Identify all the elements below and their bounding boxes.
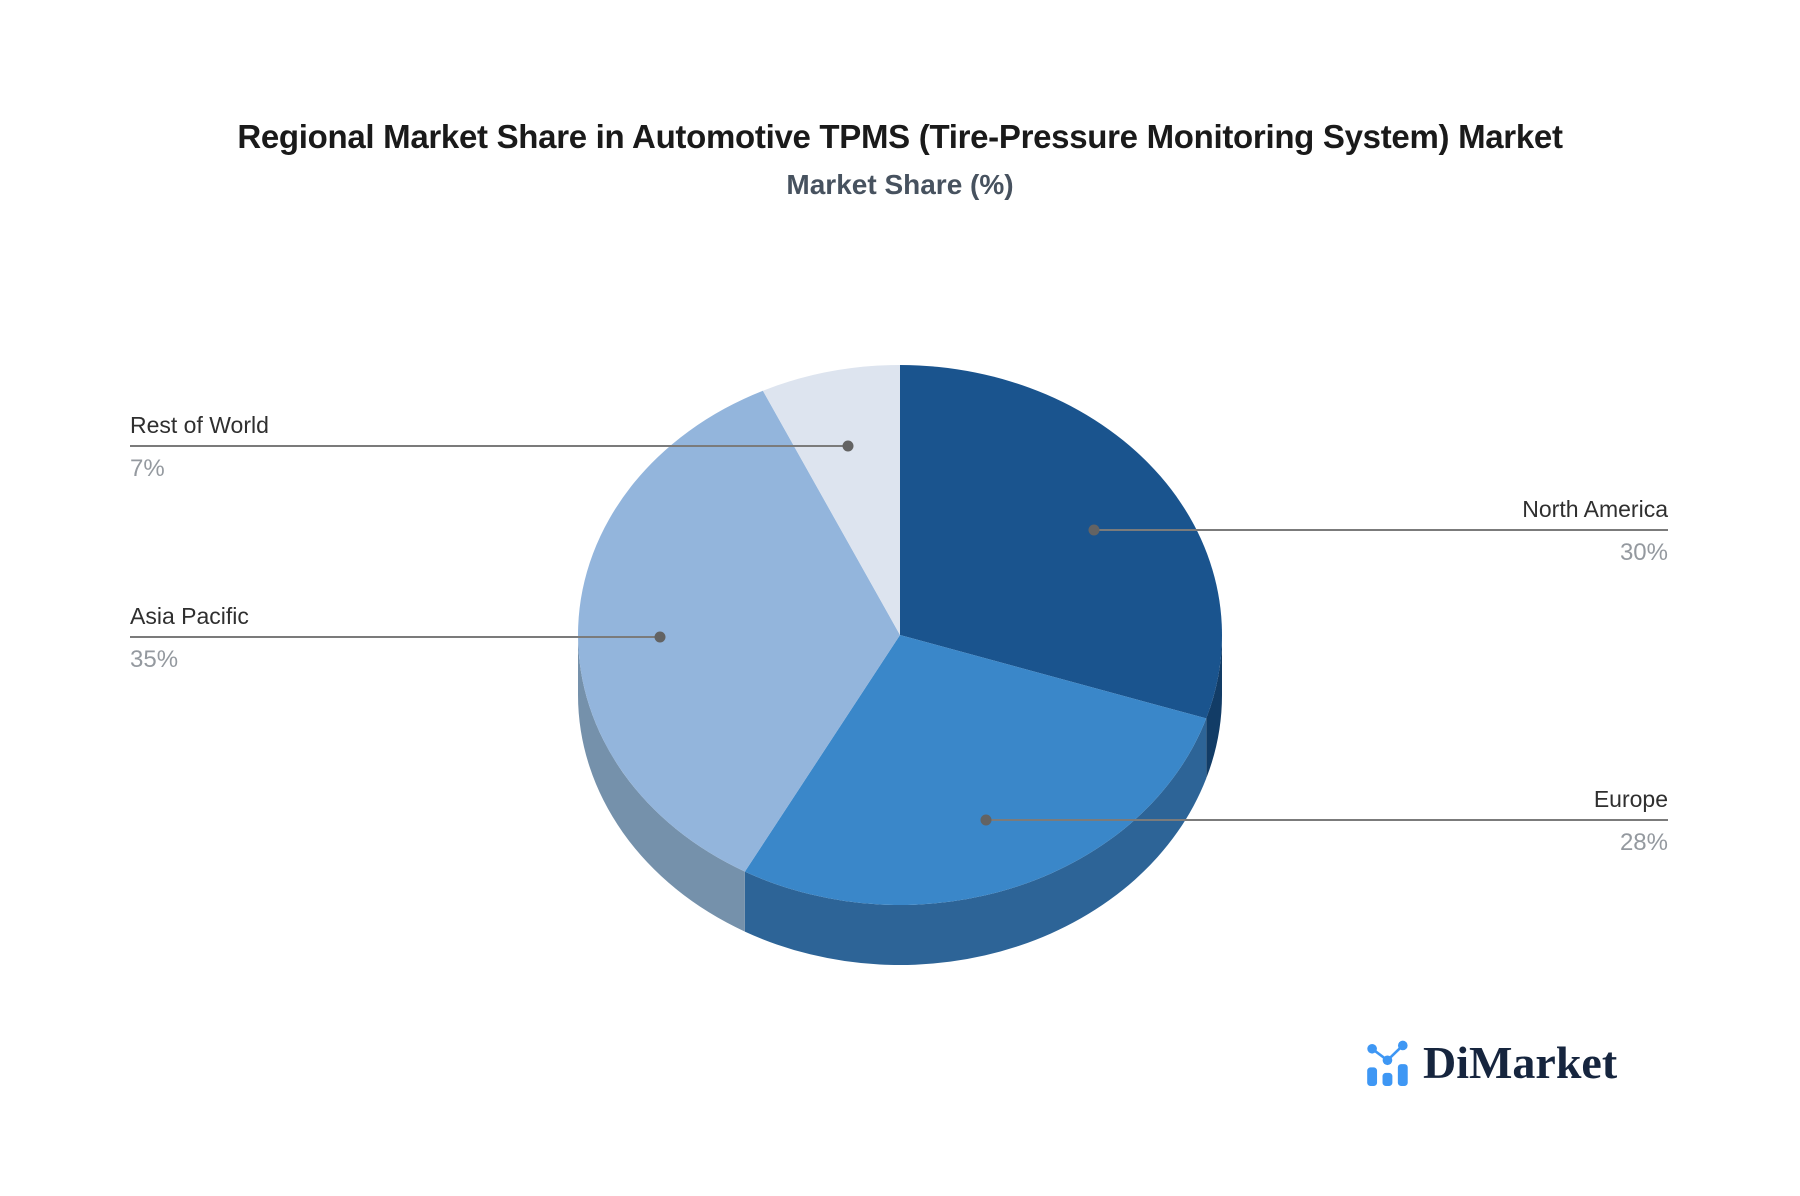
chart-title: Regional Market Share in Automotive TPMS… (237, 118, 1563, 155)
connector-dot-north-america (1088, 524, 1100, 536)
slice-value-asia-pacific: 35% (130, 646, 179, 673)
slice-value-europe: 28% (1619, 829, 1668, 856)
connector-dot-rest-of-world (842, 440, 854, 452)
bar-line-chart-icon (1367, 1040, 1408, 1086)
slice-label-asia-pacific: Asia Pacific (130, 603, 249, 629)
logo-text: DiMarket (1423, 1037, 1618, 1088)
chart-subtitle: Market Share (%) (786, 169, 1014, 200)
pie-slice-europe[interactable] (744, 635, 1207, 905)
pie-slice-north-america[interactable] (900, 365, 1222, 719)
pie-slice-side-asia-pacific (578, 635, 745, 932)
connector-dot-europe (980, 814, 992, 826)
pie-slice-asia-pacific[interactable] (578, 390, 900, 872)
slice-label-europe: Europe (1593, 786, 1668, 812)
dimarket-logo: DiMarket (1366, 1040, 1617, 1086)
slice-label-rest-of-world: Rest of World (130, 412, 269, 438)
pie-slice-side-north-america (1206, 635, 1222, 779)
slice-value-rest-of-world: 7% (130, 455, 165, 482)
pie-slice-side-europe (744, 718, 1207, 965)
pie-slice-rest-of-world[interactable] (762, 365, 900, 635)
slice-label-north-america: North America (1522, 496, 1668, 522)
slice-value-north-america: 30% (1619, 539, 1668, 566)
connector-dot-asia-pacific (654, 631, 666, 643)
